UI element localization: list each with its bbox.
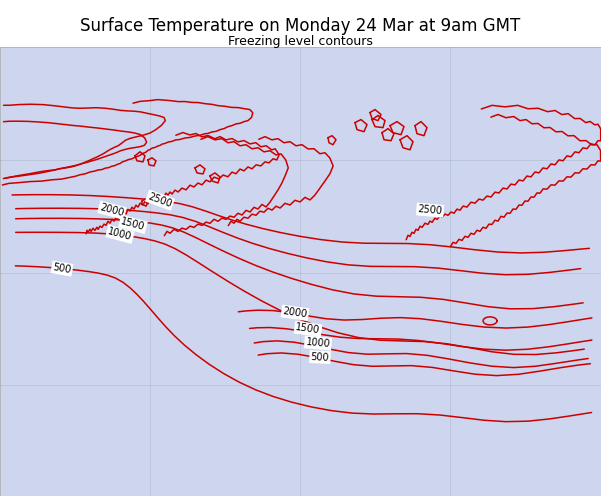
Text: 500: 500 xyxy=(311,352,329,363)
Text: 500: 500 xyxy=(52,262,72,275)
Text: Surface Temperature on Monday 24 Mar at 9am GMT: Surface Temperature on Monday 24 Mar at … xyxy=(81,17,520,35)
Text: 1500: 1500 xyxy=(120,216,146,232)
Text: 2000: 2000 xyxy=(282,306,308,319)
Text: 2500: 2500 xyxy=(417,204,443,216)
Text: 2500: 2500 xyxy=(147,191,173,209)
Text: Freezing level contours: Freezing level contours xyxy=(228,35,373,48)
Text: 2000: 2000 xyxy=(99,202,125,218)
Text: 1500: 1500 xyxy=(295,322,321,336)
Text: 1000: 1000 xyxy=(107,226,133,243)
Text: 1000: 1000 xyxy=(305,337,331,349)
